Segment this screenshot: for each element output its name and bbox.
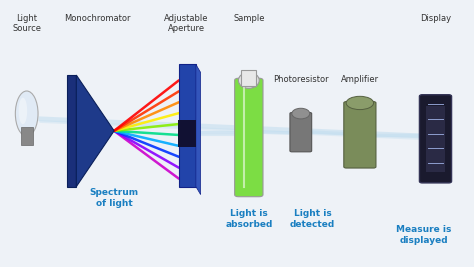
FancyBboxPatch shape — [241, 70, 256, 86]
Ellipse shape — [292, 108, 310, 119]
FancyBboxPatch shape — [344, 102, 376, 168]
FancyBboxPatch shape — [426, 106, 445, 172]
FancyBboxPatch shape — [20, 127, 33, 146]
Text: Light is
detected: Light is detected — [290, 209, 335, 229]
Text: Light
Source: Light Source — [12, 14, 41, 33]
Text: Measure is
displayed: Measure is displayed — [396, 225, 451, 245]
Text: Monochromator: Monochromator — [64, 14, 131, 23]
Text: Sample: Sample — [233, 14, 264, 23]
FancyBboxPatch shape — [235, 78, 263, 197]
FancyBboxPatch shape — [419, 95, 452, 183]
Text: Photoresistor: Photoresistor — [273, 75, 328, 84]
Polygon shape — [67, 75, 76, 187]
FancyBboxPatch shape — [290, 112, 312, 152]
Text: Spectrum
of light: Spectrum of light — [90, 188, 139, 208]
FancyBboxPatch shape — [179, 64, 196, 187]
Polygon shape — [196, 64, 201, 195]
Ellipse shape — [18, 98, 27, 124]
Text: Light is
absorbed: Light is absorbed — [225, 209, 273, 229]
Text: Display: Display — [420, 14, 451, 23]
Text: Adjustable
Aperture: Adjustable Aperture — [164, 14, 209, 33]
Ellipse shape — [15, 91, 38, 136]
Ellipse shape — [346, 96, 374, 109]
Text: Amplifier: Amplifier — [341, 75, 379, 84]
Polygon shape — [76, 75, 114, 187]
Ellipse shape — [238, 72, 259, 88]
FancyBboxPatch shape — [178, 120, 196, 147]
